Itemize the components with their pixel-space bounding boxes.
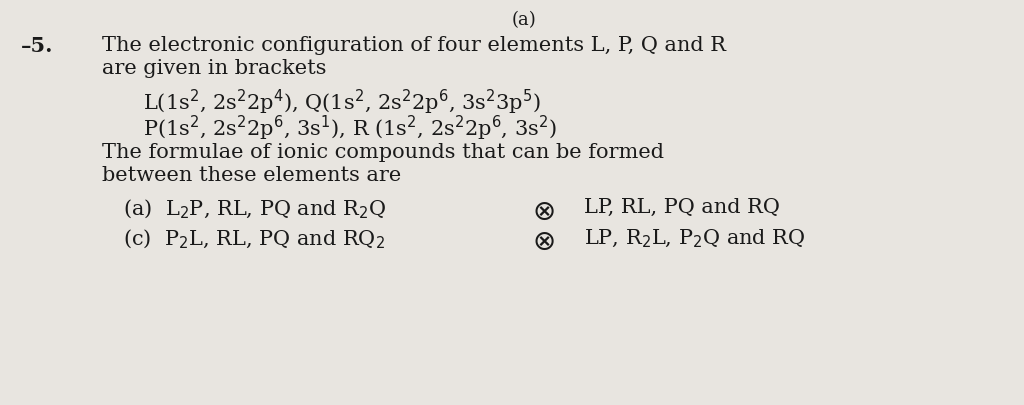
Text: The electronic configuration of four elements L, P, Q and R: The electronic configuration of four ele…	[102, 36, 726, 55]
Text: (a): (a)	[512, 11, 537, 29]
Text: ⊗: ⊗	[532, 228, 556, 256]
Text: L(1s$^{2}$, 2s$^{2}$2p$^{4}$), Q(1s$^{2}$, 2s$^{2}$2p$^{6}$, 3s$^{2}$3p$^{5}$): L(1s$^{2}$, 2s$^{2}$2p$^{4}$), Q(1s$^{2}…	[143, 88, 541, 117]
Text: (c)  P$_{2}$L, RL, PQ and RQ$_{2}$: (c) P$_{2}$L, RL, PQ and RQ$_{2}$	[123, 228, 385, 251]
Text: –5.: –5.	[20, 36, 53, 56]
Text: LP, R$_{2}$L, P$_{2}$Q and RQ: LP, R$_{2}$L, P$_{2}$Q and RQ	[584, 228, 805, 249]
Text: between these elements are: between these elements are	[102, 166, 401, 185]
Text: ⊗: ⊗	[532, 198, 556, 226]
Text: (a)  L$_{2}$P, RL, PQ and R$_{2}$Q: (a) L$_{2}$P, RL, PQ and R$_{2}$Q	[123, 198, 386, 221]
Text: LP, RL, PQ and RQ: LP, RL, PQ and RQ	[584, 198, 779, 216]
Text: P(1s$^{2}$, 2s$^{2}$2p$^{6}$, 3s$^{1}$), R (1s$^{2}$, 2s$^{2}$2p$^{6}$, 3s$^{2}$: P(1s$^{2}$, 2s$^{2}$2p$^{6}$, 3s$^{1}$),…	[143, 114, 557, 143]
Text: The formulae of ionic compounds that can be formed: The formulae of ionic compounds that can…	[102, 143, 665, 162]
Text: are given in brackets: are given in brackets	[102, 59, 327, 78]
